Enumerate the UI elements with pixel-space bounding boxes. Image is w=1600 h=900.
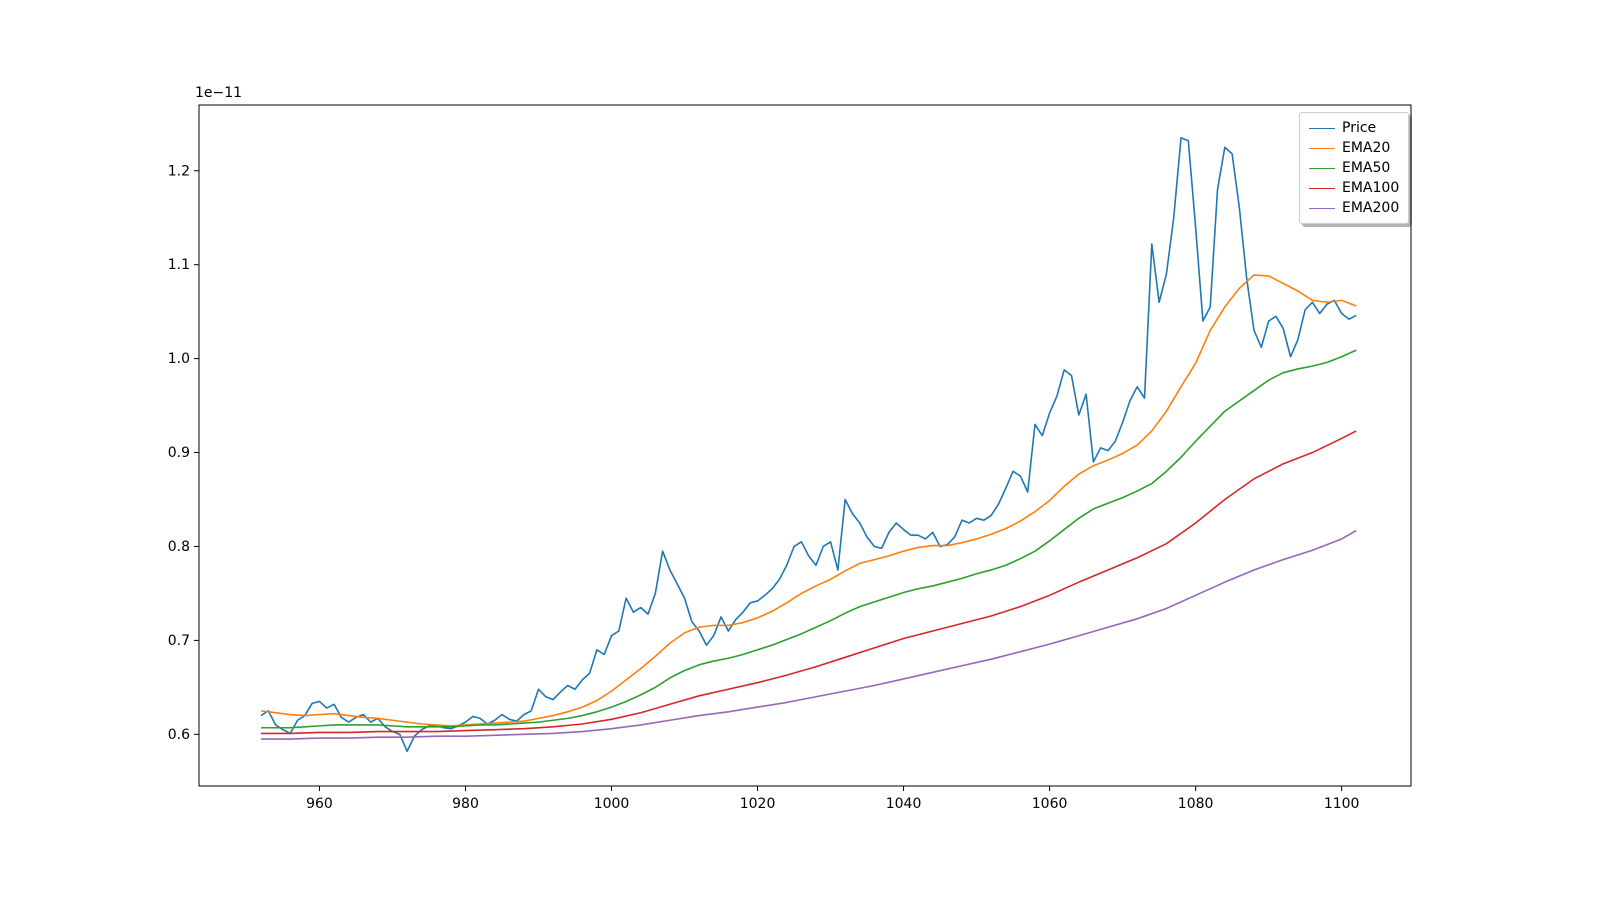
x-tick-label: 960 <box>306 796 333 812</box>
y-tick-label: 1.0 <box>168 351 190 367</box>
legend-label-ema100: EMA100 <box>1342 180 1400 196</box>
series-line-ema20 <box>260 274 1357 727</box>
x-tick-label: 1080 <box>1178 796 1214 812</box>
y-tick-label: 0.6 <box>168 727 190 743</box>
x-tick-label: 1100 <box>1324 796 1360 812</box>
legend-label-ema50: EMA50 <box>1342 160 1391 176</box>
legend-label-price: Price <box>1342 120 1377 136</box>
x-tick-label: 1040 <box>886 796 922 812</box>
legend-swatch-ema200 <box>1309 207 1335 209</box>
legend-item-ema20: EMA20 <box>1309 138 1399 158</box>
legend-swatch-ema20 <box>1309 147 1335 149</box>
x-tick-label: 980 <box>452 796 479 812</box>
y-tick-label: 1.2 <box>168 163 190 179</box>
y-tick-label: 0.8 <box>168 539 190 555</box>
y-tick-label: 0.7 <box>168 633 190 649</box>
series-line-ema100 <box>261 430 1357 735</box>
legend-swatch-price <box>1309 127 1335 129</box>
legend-item-ema50: EMA50 <box>1309 158 1399 178</box>
legend-item-price: Price <box>1309 118 1399 138</box>
legend-label-ema20: EMA20 <box>1342 140 1391 156</box>
legend-item-ema200: EMA200 <box>1309 198 1399 218</box>
y-axis-offset-label: 1e−11 <box>195 85 242 101</box>
x-tick-label: 1060 <box>1032 796 1068 812</box>
legend-swatch-ema50 <box>1309 167 1335 169</box>
series-line-ema50 <box>261 349 1357 729</box>
legend-label-ema200: EMA200 <box>1342 200 1400 216</box>
legend-swatch-ema100 <box>1309 187 1335 189</box>
y-tick-label: 0.9 <box>168 445 190 461</box>
legend: Price EMA20 EMA50 EMA100 EMA200 <box>1299 112 1410 224</box>
y-tick-label: 1.1 <box>168 257 190 273</box>
series-line-ema200 <box>261 529 1357 740</box>
axes-frame <box>198 104 1412 787</box>
legend-item-ema100: EMA100 <box>1309 178 1399 198</box>
series-line-price <box>260 137 1357 753</box>
x-tick-label: 1020 <box>740 796 776 812</box>
x-tick-label: 1000 <box>594 796 630 812</box>
